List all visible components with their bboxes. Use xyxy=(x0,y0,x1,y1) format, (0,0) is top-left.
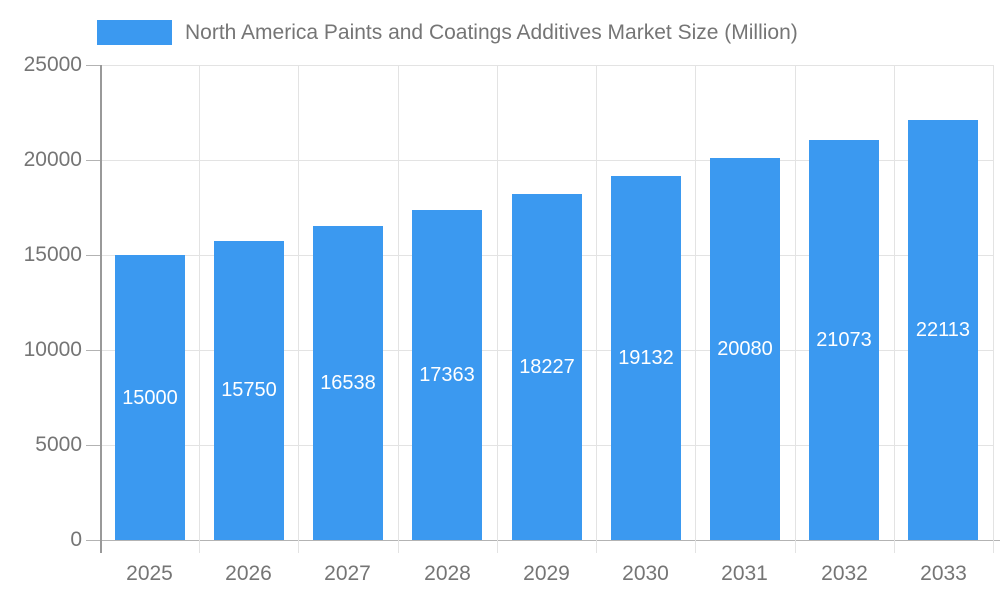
y-axis-tick-label: 25000 xyxy=(23,53,82,76)
bar[interactable] xyxy=(611,176,681,540)
x-axis-tick-label: 2029 xyxy=(523,562,570,585)
bar[interactable] xyxy=(809,140,879,540)
x-gridline xyxy=(497,65,498,553)
y-axis-tick xyxy=(86,350,100,351)
x-gridline xyxy=(398,65,399,553)
x-gridline xyxy=(795,65,796,553)
x-axis-tick-label: 2025 xyxy=(126,562,173,585)
x-axis-baseline xyxy=(100,540,1000,541)
x-gridline xyxy=(298,65,299,553)
x-axis-tick-label: 2030 xyxy=(622,562,669,585)
bar-value-label: 18227 xyxy=(519,356,575,378)
bar-value-label: 22113 xyxy=(915,319,971,341)
x-axis-tick-label: 2033 xyxy=(920,562,967,585)
bar[interactable] xyxy=(214,241,284,540)
bar-value-label: 21073 xyxy=(816,329,872,351)
y-axis-tick xyxy=(86,255,100,256)
bar[interactable] xyxy=(710,158,780,540)
x-gridline xyxy=(199,65,200,553)
y-axis-tick xyxy=(86,160,100,161)
x-gridline xyxy=(695,65,696,553)
bar[interactable] xyxy=(908,120,978,540)
bar-value-label: 20080 xyxy=(717,338,773,360)
bar-value-label: 17363 xyxy=(419,364,475,386)
bar[interactable] xyxy=(512,194,582,540)
bar[interactable] xyxy=(313,226,383,540)
x-gridline xyxy=(596,65,597,553)
legend-label: North America Paints and Coatings Additi… xyxy=(185,21,798,44)
y-gridline xyxy=(100,65,993,66)
bar-value-label: 16538 xyxy=(320,372,376,394)
x-axis-tick-label: 2032 xyxy=(821,562,868,585)
y-axis-tick-label: 10000 xyxy=(23,338,82,361)
bar-value-label: 15000 xyxy=(122,387,178,409)
y-axis-line xyxy=(100,65,102,553)
y-axis-tick-label: 0 xyxy=(70,528,82,551)
x-axis-tick-label: 2031 xyxy=(721,562,768,585)
legend-swatch-icon xyxy=(97,20,172,45)
y-axis-tick xyxy=(86,445,100,446)
y-gridline xyxy=(100,160,993,161)
y-axis-tick-label: 20000 xyxy=(23,148,82,171)
bar-value-label: 15750 xyxy=(221,379,277,401)
legend[interactable]: North America Paints and Coatings Additi… xyxy=(97,20,798,45)
bar[interactable] xyxy=(115,255,185,540)
y-axis-tick-label: 5000 xyxy=(35,433,82,456)
y-axis-tick xyxy=(86,65,100,66)
x-axis-tick-label: 2026 xyxy=(225,562,272,585)
y-axis-tick xyxy=(86,540,100,541)
y-axis-tick-label: 15000 xyxy=(23,243,82,266)
bar-value-label: 19132 xyxy=(618,347,674,369)
x-gridline xyxy=(894,65,895,553)
x-axis-tick-label: 2028 xyxy=(424,562,471,585)
x-gridline xyxy=(993,65,994,553)
bar[interactable] xyxy=(412,210,482,540)
x-axis-tick-label: 2027 xyxy=(324,562,371,585)
